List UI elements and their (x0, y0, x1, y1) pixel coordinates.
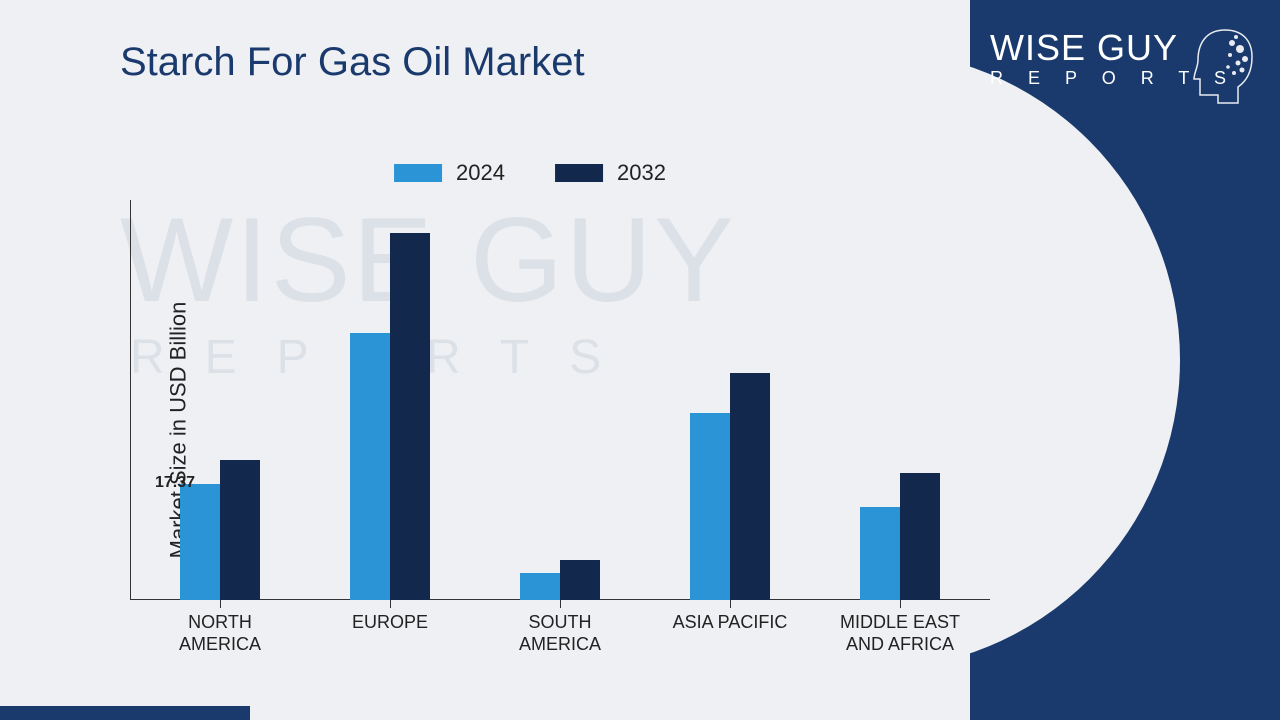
bar-group: ASIA PACIFIC (670, 373, 790, 600)
brain-head-icon (1190, 25, 1260, 105)
x-tick (390, 600, 391, 608)
legend-item-2032: 2032 (555, 160, 666, 186)
bar-group: MIDDLE EAST AND AFRICA (840, 473, 960, 600)
bar (730, 373, 770, 600)
bar (860, 507, 900, 600)
bar (220, 460, 260, 600)
plot-region: NORTH AMERICAEUROPESOUTH AMERICAASIA PAC… (130, 200, 990, 600)
category-label: EUROPE (320, 612, 460, 634)
x-tick (560, 600, 561, 608)
bar (520, 573, 560, 600)
legend-label-2024: 2024 (456, 160, 505, 186)
brand-logo: WISE GUY R E P O R T S (990, 30, 1250, 89)
bottom-accent-bar (0, 706, 250, 720)
bar (350, 333, 390, 600)
category-label: MIDDLE EAST AND AFRICA (830, 612, 970, 655)
bar-group: EUROPE (330, 233, 450, 600)
category-label: SOUTH AMERICA (490, 612, 630, 655)
legend-item-2024: 2024 (394, 160, 505, 186)
chart-area: Market Size in USD Billion 2024 2032 NOR… (60, 160, 1000, 700)
legend-swatch-2024 (394, 164, 442, 182)
category-label: NORTH AMERICA (150, 612, 290, 655)
bar-group: SOUTH AMERICA (500, 560, 620, 600)
x-tick (900, 600, 901, 608)
legend-swatch-2032 (555, 164, 603, 182)
bar (560, 560, 600, 600)
bar-value-label: 17.37 (155, 474, 195, 492)
y-axis-line (130, 200, 131, 600)
bar (900, 473, 940, 600)
x-tick (730, 600, 731, 608)
category-label: ASIA PACIFIC (660, 612, 800, 634)
chart-title: Starch For Gas Oil Market (120, 40, 585, 85)
bar (690, 413, 730, 600)
bar (180, 484, 220, 600)
legend: 2024 2032 (394, 160, 666, 186)
bar (390, 233, 430, 600)
chart-canvas: Starch For Gas Oil Market WISE GUY R E P… (0, 0, 1280, 720)
legend-label-2032: 2032 (617, 160, 666, 186)
x-tick (220, 600, 221, 608)
